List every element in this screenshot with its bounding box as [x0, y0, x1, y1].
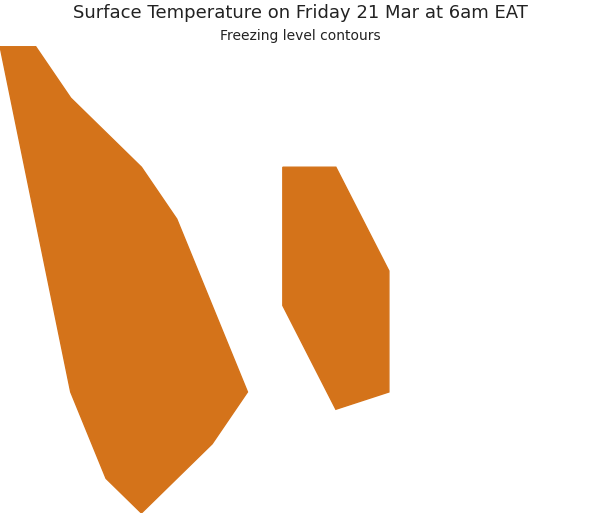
Text: Freezing level contours: Freezing level contours [220, 29, 381, 43]
Polygon shape [283, 167, 389, 409]
Text: Surface Temperature on Friday 21 Mar at 6am EAT: Surface Temperature on Friday 21 Mar at … [73, 4, 528, 22]
Polygon shape [0, 46, 248, 513]
